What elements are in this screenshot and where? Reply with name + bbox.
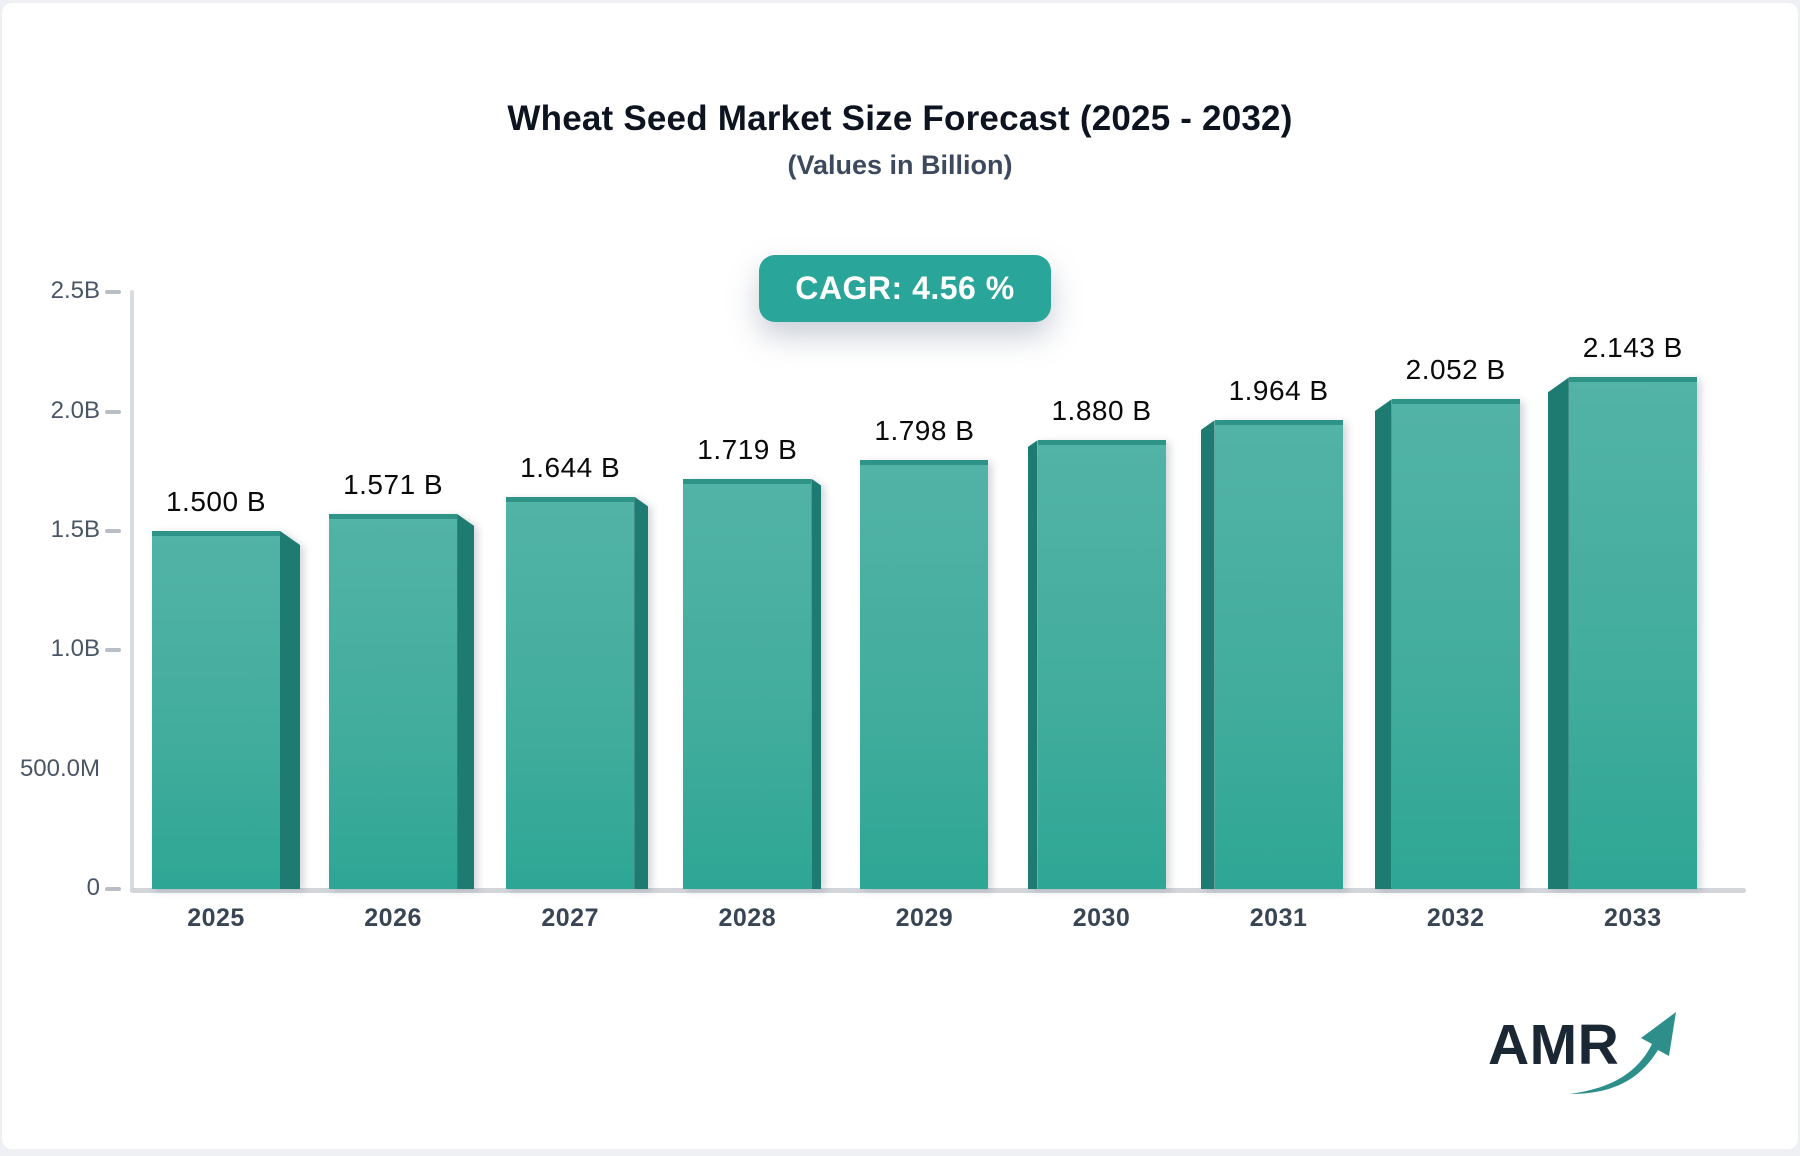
bar-side-face — [1027, 440, 1038, 889]
bar-face — [506, 496, 635, 889]
bar-value-label: 1.500 B — [165, 485, 267, 517]
bar-face — [152, 530, 280, 889]
bar-top-edge — [683, 478, 812, 484]
bar-value-label: 1.964 B — [1228, 375, 1329, 407]
y-tick-dash — [105, 887, 121, 891]
bar-side-face — [811, 478, 822, 889]
bar-side-face — [1374, 399, 1392, 889]
bar-side-face — [457, 514, 475, 889]
y-tick-dash — [105, 409, 121, 414]
y-axis-line — [130, 290, 134, 891]
bar-face — [1214, 420, 1343, 889]
bar-face — [860, 459, 989, 889]
chart-subtitle: (Values in Billion) — [787, 150, 1013, 180]
x-tick-label: 2033 — [1603, 904, 1662, 932]
bar-3d-group — [2, 3, 1798, 1149]
bar-top-edge — [1037, 440, 1166, 446]
plot-area: 2.5B 2.0B 1.5B 1.0B 500.0M 0 1.500 B 2025 1.571 … — [2, 3, 1798, 1149]
bar-top-edge — [860, 459, 989, 465]
bar-3d-group — [2, 3, 1798, 1149]
x-tick-label: 2031 — [1249, 904, 1308, 932]
cagr-badge-row: CAGR: 4.56 % — [12, 255, 1798, 322]
bar-top-edge — [329, 514, 458, 519]
x-tick-label: 2027 — [541, 904, 599, 932]
bar-face — [1568, 377, 1697, 889]
bar-top-edge — [1214, 420, 1343, 426]
bar-side-face — [634, 496, 649, 889]
bar-top-edge — [1391, 399, 1520, 405]
chart-card: Wheat Seed Market Size Forecast (2025 - … — [2, 3, 1798, 1149]
bar-face — [329, 514, 458, 889]
y-tick-label: 1.0B — [50, 635, 100, 663]
bar-3d-group — [2, 3, 1798, 1149]
x-tick-label: 2025 — [187, 904, 245, 932]
y-tick-dash — [105, 290, 121, 295]
bar-top-edge — [506, 496, 635, 502]
bar-value-label: 2.143 B — [1582, 332, 1683, 364]
growth-arrow-icon — [1570, 1012, 1676, 1094]
y-tick-label: 500.0M — [19, 754, 100, 782]
bar-side-face — [1547, 377, 1569, 889]
y-tick-dash — [105, 528, 121, 533]
bar-3d-group — [2, 3, 1798, 1149]
bar-value-label: 1.644 B — [520, 451, 621, 483]
bar-value-label: 1.719 B — [697, 433, 798, 465]
bar-value-label: 2.052 B — [1405, 354, 1506, 386]
bar-top-edge — [152, 530, 280, 536]
bar-top-edge — [1568, 377, 1697, 383]
bar-face — [1037, 440, 1166, 889]
cagr-badge: CAGR: 4.56 % — [759, 255, 1051, 322]
bar-value-label: 1.571 B — [343, 469, 444, 500]
bar-3d-group — [2, 3, 1798, 1149]
bar-value-label: 1.880 B — [1051, 395, 1152, 427]
bar-face — [683, 478, 812, 889]
x-axis-line — [130, 888, 1746, 893]
chart-title: Wheat Seed Market Size Forecast (2025 - … — [507, 99, 1293, 138]
bar-3d-group — [2, 3, 1798, 1149]
bar-3d-group — [2, 3, 1798, 1149]
bar-value-label: 1.798 B — [874, 414, 975, 446]
bar-side-face — [1200, 420, 1215, 889]
x-tick-label: 2028 — [718, 904, 777, 932]
y-tick-label: 1.5B — [50, 515, 100, 543]
x-tick-label: 2030 — [1072, 904, 1131, 932]
bar-3d-group — [2, 3, 1798, 1149]
bar-3d-group — [2, 3, 1798, 1149]
x-tick-label: 2032 — [1426, 904, 1485, 932]
y-tick-dash — [105, 648, 121, 653]
y-tick-label: 0 — [86, 874, 100, 901]
bar-side-face — [280, 530, 300, 889]
y-tick-label: 2.0B — [50, 396, 100, 424]
x-tick-label: 2026 — [364, 904, 422, 932]
x-tick-label: 2029 — [895, 904, 954, 932]
brand-logo-text: AMR — [1488, 1013, 1620, 1077]
brand-logo: AMR — [1488, 994, 1728, 1104]
bar-face — [1391, 399, 1520, 889]
y-tick-label: 2.5B — [50, 277, 100, 305]
